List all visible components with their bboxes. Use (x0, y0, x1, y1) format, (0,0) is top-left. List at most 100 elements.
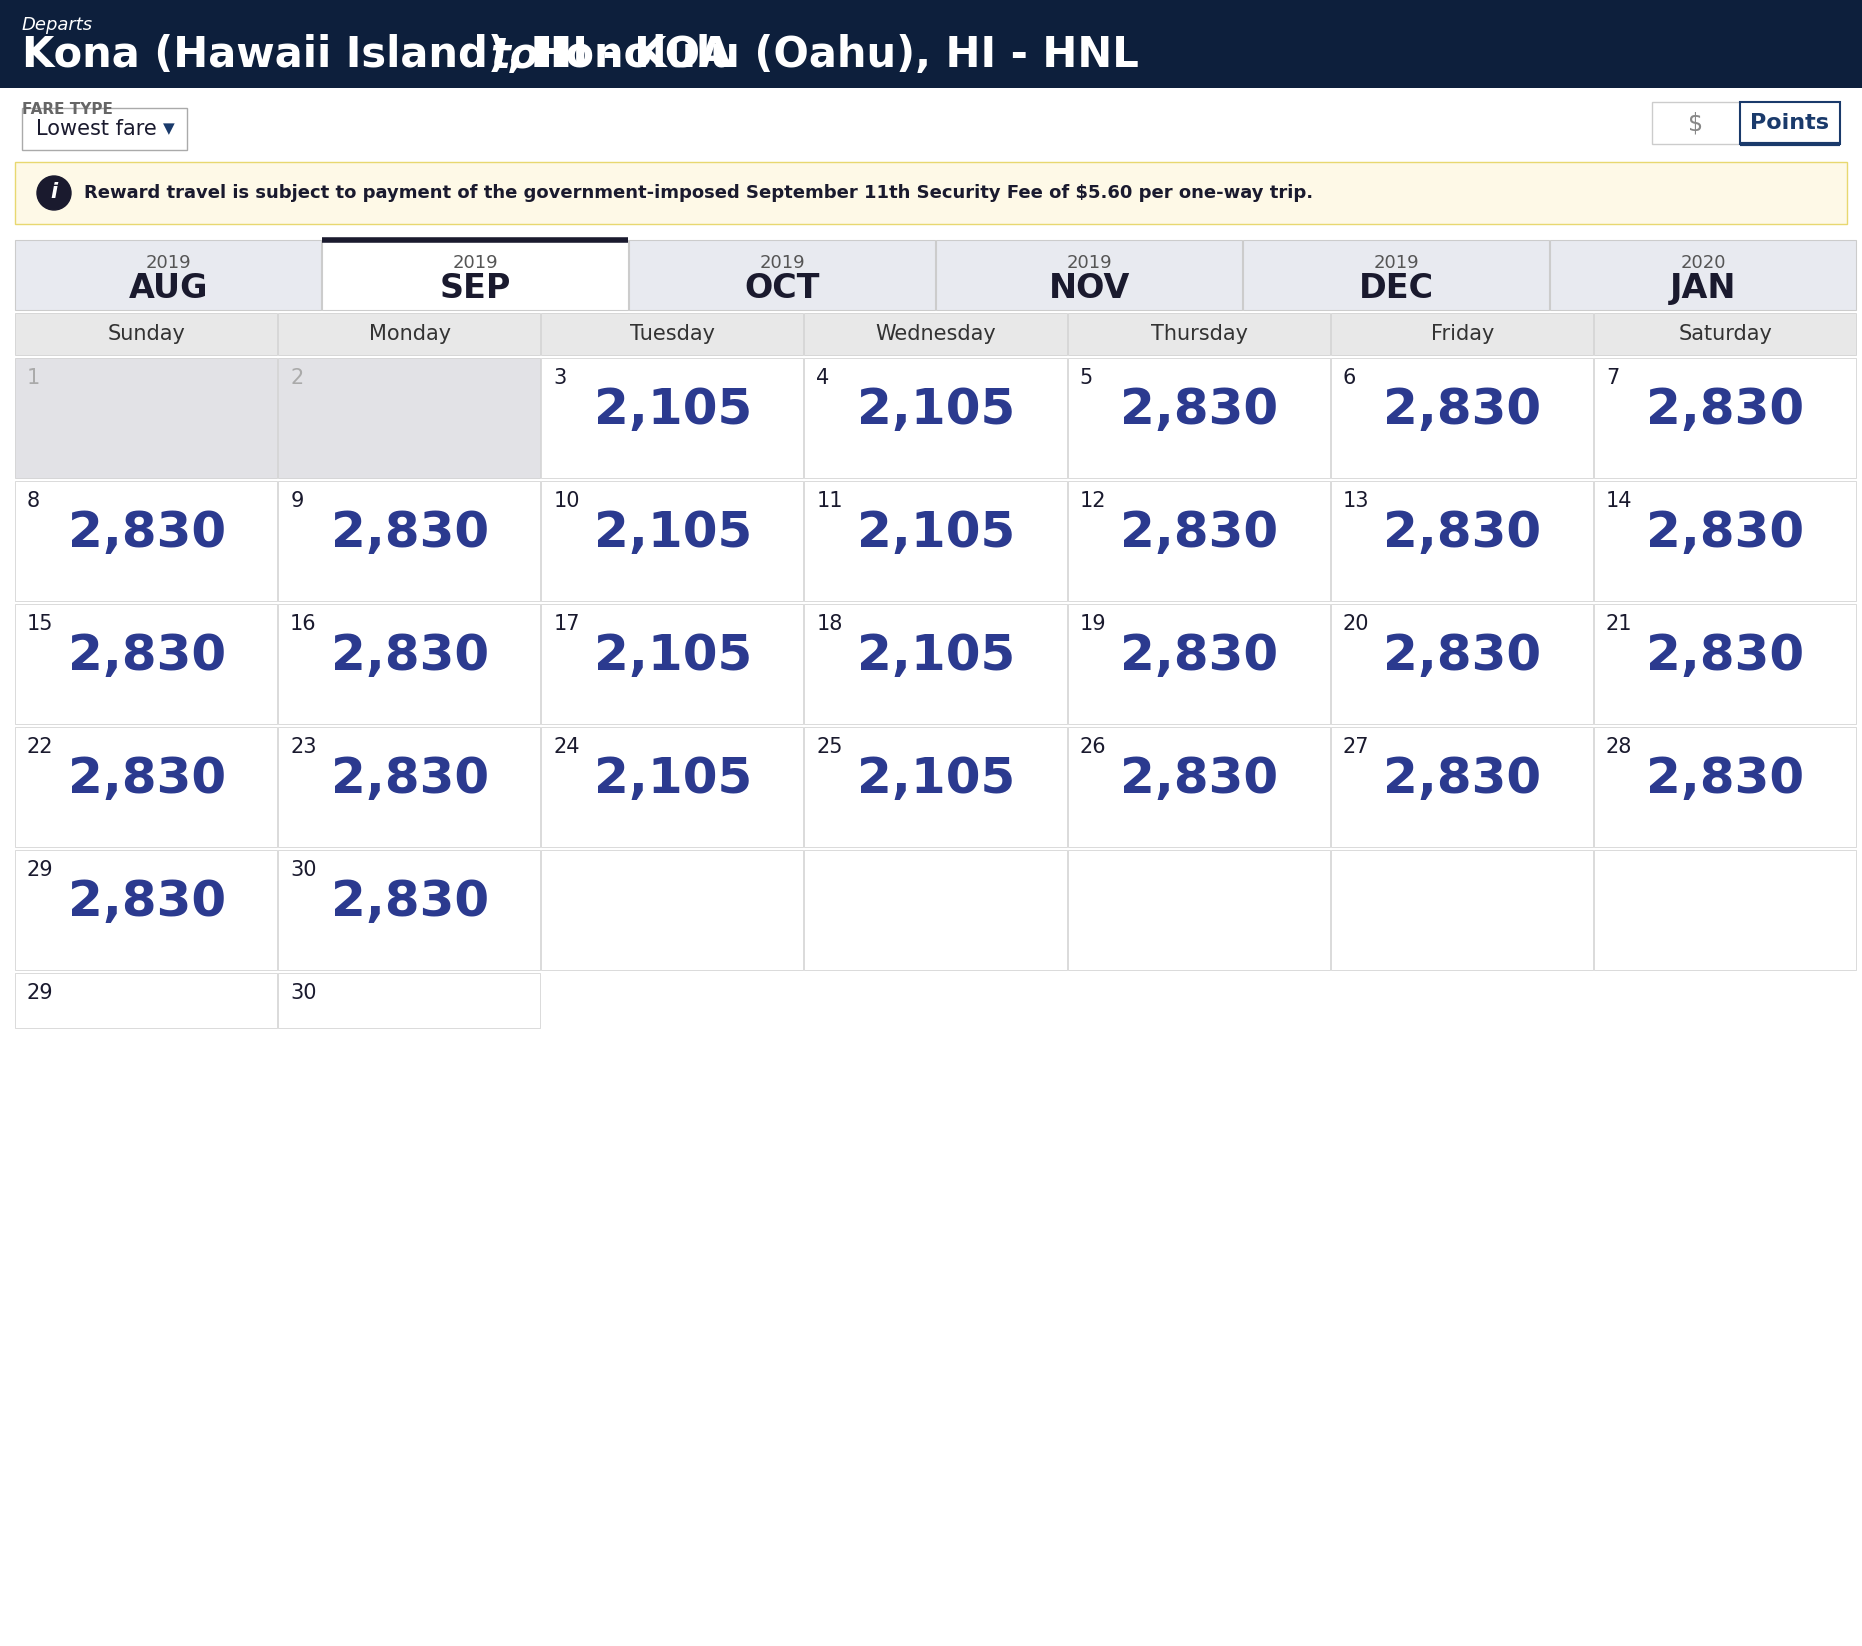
Text: DEC: DEC (1359, 272, 1434, 305)
FancyBboxPatch shape (277, 313, 540, 356)
Text: 2,105: 2,105 (857, 509, 1015, 556)
Text: 28: 28 (1605, 737, 1633, 757)
FancyBboxPatch shape (1331, 313, 1592, 356)
Text: 27: 27 (1343, 737, 1369, 757)
Text: NOV: NOV (1048, 272, 1130, 305)
FancyBboxPatch shape (1652, 102, 1739, 143)
Text: Friday: Friday (1430, 324, 1493, 344)
Text: 22: 22 (28, 737, 54, 757)
FancyBboxPatch shape (542, 728, 803, 848)
FancyBboxPatch shape (0, 87, 1862, 1646)
FancyBboxPatch shape (542, 357, 803, 477)
Text: 2,105: 2,105 (857, 387, 1015, 435)
Text: 2,830: 2,830 (1383, 632, 1542, 680)
FancyBboxPatch shape (1244, 240, 1549, 309)
FancyBboxPatch shape (1331, 481, 1592, 601)
Text: Points: Points (1750, 114, 1830, 133)
Text: 2019: 2019 (145, 253, 192, 272)
Text: 2,830: 2,830 (1121, 387, 1277, 435)
Text: to: to (490, 35, 538, 76)
Text: 2,105: 2,105 (594, 387, 752, 435)
Text: 2,830: 2,830 (67, 877, 225, 927)
Text: 23: 23 (290, 737, 317, 757)
FancyBboxPatch shape (15, 240, 320, 309)
FancyBboxPatch shape (937, 240, 1242, 309)
Text: 2,830: 2,830 (1383, 387, 1542, 435)
FancyBboxPatch shape (1594, 728, 1856, 848)
Text: 17: 17 (553, 614, 579, 634)
Text: 16: 16 (290, 614, 317, 634)
FancyBboxPatch shape (1067, 604, 1329, 724)
FancyBboxPatch shape (1594, 481, 1856, 601)
Text: $: $ (1689, 110, 1704, 135)
FancyBboxPatch shape (1594, 357, 1856, 477)
Text: 5: 5 (1080, 369, 1093, 388)
Text: 6: 6 (1343, 369, 1356, 388)
Text: 2,830: 2,830 (1121, 632, 1277, 680)
FancyBboxPatch shape (542, 849, 803, 969)
FancyBboxPatch shape (629, 240, 935, 309)
Text: 2019: 2019 (1067, 253, 1112, 272)
Text: 2,830: 2,830 (1383, 509, 1542, 556)
Text: 2,830: 2,830 (1646, 632, 1804, 680)
Text: 2,830: 2,830 (1646, 756, 1804, 803)
FancyBboxPatch shape (1594, 604, 1856, 724)
FancyBboxPatch shape (1594, 849, 1856, 969)
Text: 2,830: 2,830 (331, 877, 490, 927)
Text: 30: 30 (290, 983, 317, 1002)
Text: Lowest fare: Lowest fare (35, 119, 156, 138)
FancyBboxPatch shape (804, 481, 1067, 601)
Text: 2,830: 2,830 (67, 509, 225, 556)
Text: JAN: JAN (1670, 272, 1737, 305)
Text: Honolulu (Oahu), HI - HNL: Honolulu (Oahu), HI - HNL (516, 35, 1140, 76)
Text: Reward travel is subject to payment of the government-imposed September 11th Sec: Reward travel is subject to payment of t… (84, 184, 1313, 202)
Text: 9: 9 (290, 491, 304, 510)
Text: 2020: 2020 (1681, 253, 1726, 272)
FancyBboxPatch shape (15, 481, 277, 601)
FancyBboxPatch shape (15, 313, 277, 356)
Text: 2,830: 2,830 (1646, 509, 1804, 556)
FancyBboxPatch shape (277, 604, 540, 724)
Text: 30: 30 (290, 859, 317, 881)
FancyBboxPatch shape (1067, 357, 1329, 477)
Text: 10: 10 (553, 491, 579, 510)
FancyBboxPatch shape (1739, 102, 1840, 143)
Text: 2,105: 2,105 (594, 509, 752, 556)
Text: OCT: OCT (745, 272, 819, 305)
Text: 26: 26 (1080, 737, 1106, 757)
Text: 2,830: 2,830 (331, 632, 490, 680)
FancyBboxPatch shape (0, 0, 1862, 87)
Text: 2,830: 2,830 (331, 756, 490, 803)
Text: FARE TYPE: FARE TYPE (22, 102, 114, 117)
FancyBboxPatch shape (277, 973, 540, 1029)
Text: 2019: 2019 (452, 253, 499, 272)
FancyBboxPatch shape (277, 728, 540, 848)
Text: 2,830: 2,830 (1121, 509, 1277, 556)
Text: 15: 15 (28, 614, 54, 634)
Text: 2,830: 2,830 (67, 756, 225, 803)
Text: 3: 3 (553, 369, 566, 388)
Text: 2,105: 2,105 (594, 756, 752, 803)
FancyBboxPatch shape (804, 313, 1067, 356)
FancyBboxPatch shape (542, 313, 803, 356)
Text: Sunday: Sunday (108, 324, 186, 344)
FancyBboxPatch shape (322, 240, 627, 309)
Text: 19: 19 (1080, 614, 1106, 634)
Text: 29: 29 (28, 859, 54, 881)
FancyBboxPatch shape (15, 161, 1847, 224)
Text: Thursday: Thursday (1151, 324, 1248, 344)
Text: 29: 29 (28, 983, 54, 1002)
Text: 2019: 2019 (760, 253, 804, 272)
FancyBboxPatch shape (1067, 728, 1329, 848)
FancyBboxPatch shape (1594, 313, 1856, 356)
Text: Monday: Monday (369, 324, 451, 344)
Text: 14: 14 (1605, 491, 1633, 510)
FancyBboxPatch shape (15, 728, 277, 848)
FancyBboxPatch shape (15, 973, 277, 1029)
FancyBboxPatch shape (277, 357, 540, 477)
Text: i: i (50, 183, 58, 202)
FancyBboxPatch shape (1331, 849, 1592, 969)
Text: 2,830: 2,830 (331, 509, 490, 556)
Text: 1: 1 (28, 369, 41, 388)
FancyBboxPatch shape (1331, 604, 1592, 724)
